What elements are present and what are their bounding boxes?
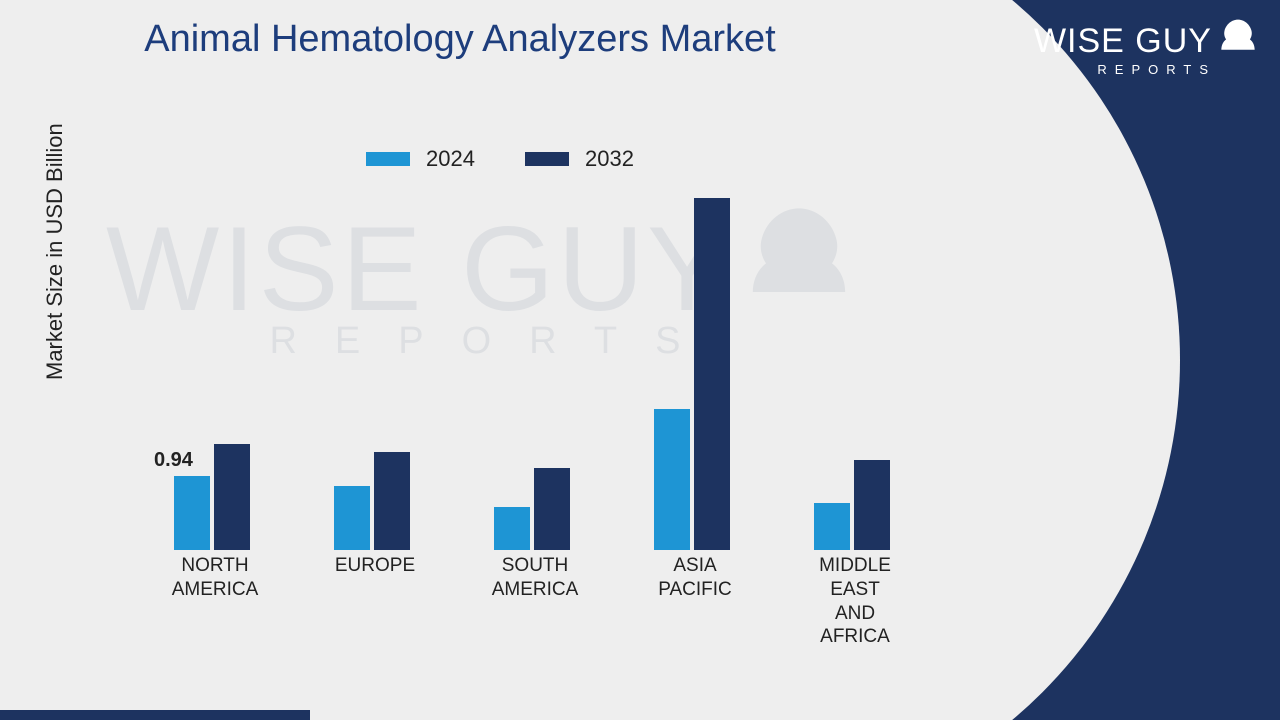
legend-item-2032: 2032 xyxy=(525,146,634,172)
page: WISE GUY REPORTS Animal Hematology Analy… xyxy=(0,0,1280,720)
legend-item-2024: 2024 xyxy=(366,146,475,172)
bar xyxy=(174,476,210,550)
bar xyxy=(334,486,370,550)
chart: Market Size in USD Billion 2024 2032 0.9… xyxy=(50,140,950,680)
chart-title: Animal Hematology Analyzers Market xyxy=(0,18,920,61)
bottom-accent-bar xyxy=(0,710,310,720)
bar xyxy=(374,452,410,550)
logo-head-icon xyxy=(1218,18,1258,64)
x-axis-label: SOUTHAMERICA xyxy=(470,554,600,602)
logo-sub-text: REPORTS xyxy=(998,62,1258,77)
bar xyxy=(214,444,250,550)
x-axis-label: EUROPE xyxy=(310,554,440,578)
legend-swatch-2032 xyxy=(525,152,569,166)
logo-main-text: WISE GUY xyxy=(1034,22,1212,61)
bar xyxy=(854,460,890,550)
bar xyxy=(694,198,730,550)
bar xyxy=(814,503,850,550)
x-axis-label: MIDDLEEASTANDAFRICA xyxy=(790,554,920,649)
bar xyxy=(534,468,570,550)
legend-label-2024: 2024 xyxy=(426,146,475,172)
x-axis-label: NORTHAMERICA xyxy=(150,554,280,602)
bar-value-label: 0.94 xyxy=(154,449,193,472)
legend-swatch-2024 xyxy=(366,152,410,166)
x-axis-label: ASIAPACIFIC xyxy=(630,554,760,602)
legend-label-2032: 2032 xyxy=(585,146,634,172)
brand-logo: WISE GUY REPORTS xyxy=(998,18,1258,77)
legend: 2024 2032 xyxy=(50,146,950,172)
bar xyxy=(494,507,530,550)
bar xyxy=(654,409,690,550)
plot-area: 0.94 xyxy=(120,190,940,550)
